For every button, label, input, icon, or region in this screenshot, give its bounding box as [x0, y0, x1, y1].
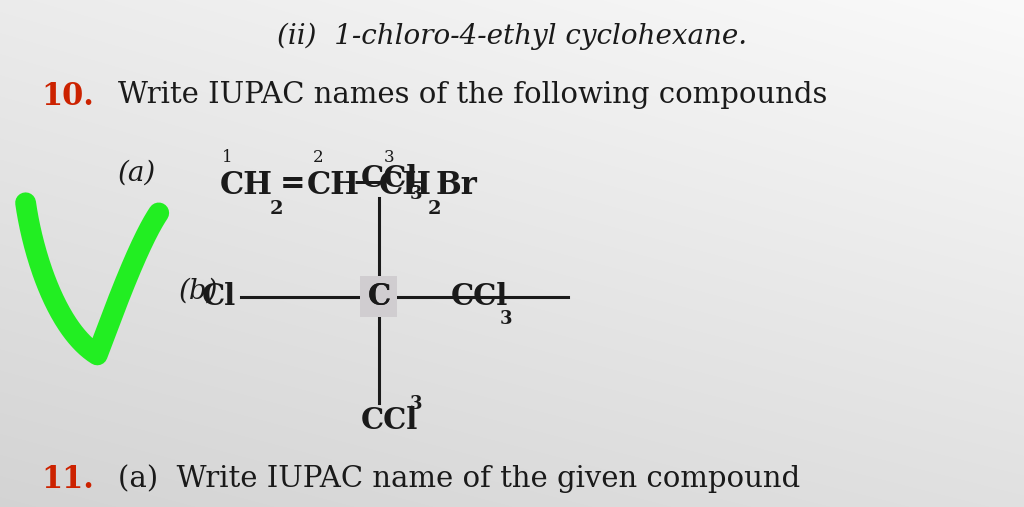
Text: Write IUPAC names of the following compounds: Write IUPAC names of the following compo…	[118, 81, 827, 109]
FancyBboxPatch shape	[360, 276, 397, 317]
Text: =: =	[280, 168, 305, 200]
Text: 3: 3	[410, 395, 422, 414]
Text: 11.: 11.	[41, 464, 94, 495]
Text: CCl: CCl	[451, 282, 508, 311]
Text: (a)  Write IUPAC name of the given compound: (a) Write IUPAC name of the given compou…	[118, 464, 800, 493]
Text: —: —	[353, 169, 381, 196]
Text: 2: 2	[269, 200, 283, 219]
Text: (ii)  1-chloro-4-ethyl cyclohexane.: (ii) 1-chloro-4-ethyl cyclohexane.	[276, 23, 748, 50]
Text: CCl: CCl	[360, 164, 418, 193]
Text: (b): (b)	[179, 278, 219, 305]
Text: 2: 2	[428, 200, 441, 219]
Text: 3: 3	[500, 310, 512, 329]
Text: C: C	[368, 282, 390, 311]
Text: C: C	[368, 282, 390, 311]
Text: Cl: Cl	[202, 282, 236, 311]
Text: CH: CH	[379, 169, 432, 201]
Text: 3: 3	[410, 185, 422, 203]
Text: CH: CH	[220, 169, 273, 201]
Text: CCl: CCl	[360, 406, 418, 434]
Text: CH: CH	[307, 169, 360, 201]
Text: Br: Br	[435, 169, 477, 201]
Text: 2: 2	[312, 149, 323, 166]
Text: 3: 3	[384, 149, 394, 166]
Text: (a): (a)	[118, 160, 156, 187]
Text: 1: 1	[222, 149, 232, 166]
Text: 10.: 10.	[41, 81, 94, 112]
